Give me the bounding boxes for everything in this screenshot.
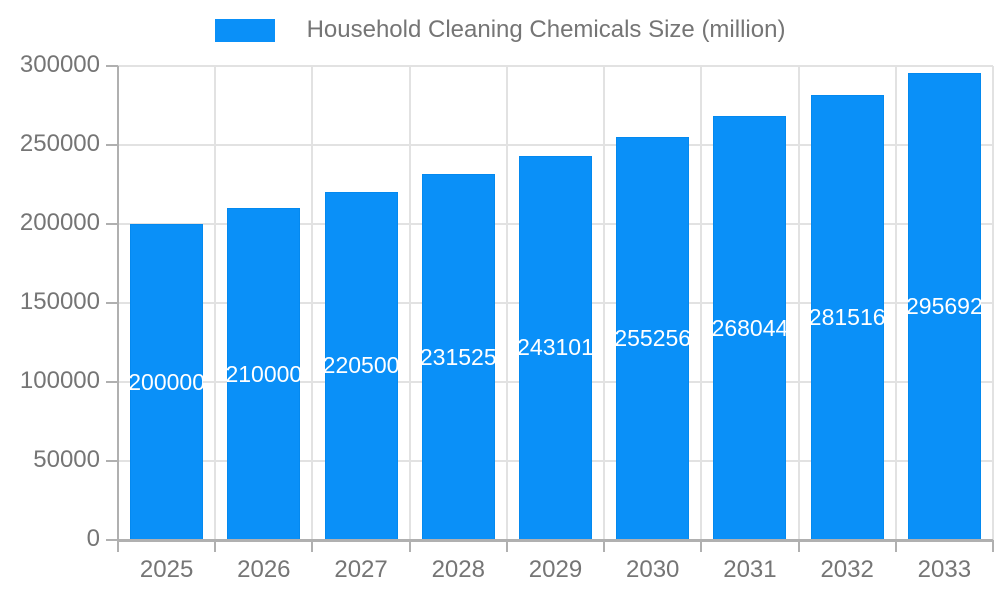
x-tick-label-2032: 2032 <box>820 556 874 583</box>
y-tick-mark <box>106 302 118 304</box>
gridline-vertical <box>603 66 606 540</box>
x-tick-mark <box>505 540 508 552</box>
bar-2031: 268044 <box>713 116 787 540</box>
bar-value-label: 281516 <box>810 304 884 331</box>
bar-value-label: 231525 <box>421 343 495 370</box>
x-tick-label-2030: 2030 <box>626 556 680 583</box>
bar-2032: 281516 <box>810 95 884 540</box>
y-tick-label: 150000 <box>19 288 100 315</box>
x-tick-mark <box>894 540 897 552</box>
x-tick-mark <box>408 540 411 552</box>
bar-2030: 255256 <box>616 136 690 540</box>
x-tick-label-2029: 2029 <box>528 556 583 583</box>
x-tick-label-2027: 2027 <box>334 556 388 583</box>
legend-label: Household Cleaning Chemicals Size (milli… <box>306 16 786 43</box>
gridline-vertical <box>311 66 314 540</box>
gridline-horizontal <box>118 65 993 67</box>
bar-value-label: 243101 <box>519 334 592 361</box>
bar-2027: 220500 <box>324 191 398 540</box>
gridline-vertical <box>505 66 508 540</box>
x-tick-label-2033: 2033 <box>917 556 972 583</box>
y-tick-label: 0 <box>86 525 100 552</box>
bar-value-label: 210000 <box>227 360 301 387</box>
x-tick-label-2031: 2031 <box>723 556 777 583</box>
gridline-vertical <box>894 66 897 540</box>
x-tick-mark <box>700 540 703 552</box>
gridline-vertical <box>408 66 411 540</box>
bar-2025: 200000 <box>130 224 204 540</box>
y-tick-label: 300000 <box>19 51 100 78</box>
bar-value-label: 200000 <box>130 368 204 395</box>
x-tick-mark <box>214 540 217 552</box>
bar-value-label: 220500 <box>324 352 398 379</box>
y-tick-mark <box>106 223 118 225</box>
y-tick-label: 200000 <box>19 209 100 236</box>
y-tick-mark <box>106 381 118 383</box>
gridline-horizontal <box>118 144 993 146</box>
x-tick-mark <box>603 540 606 552</box>
y-tick-mark <box>106 460 118 462</box>
y-tick-label: 250000 <box>19 130 100 157</box>
x-axis-line <box>118 539 993 542</box>
x-tick-label-2028: 2028 <box>431 556 485 583</box>
x-tick-mark <box>117 540 119 552</box>
bar-2033: 295692 <box>907 72 981 540</box>
bar-2028: 231525 <box>421 174 495 540</box>
legend-swatch <box>214 18 275 42</box>
y-tick-label: 50000 <box>33 446 100 473</box>
y-axis-line <box>117 66 119 552</box>
bar-value-label: 268044 <box>713 314 787 341</box>
gridline-vertical <box>797 66 800 540</box>
gridline-vertical <box>992 66 994 540</box>
y-tick-mark <box>106 65 118 67</box>
y-tick-label: 100000 <box>19 367 100 394</box>
y-tick-mark <box>106 144 118 146</box>
legend: Household Cleaning Chemicals Size (milli… <box>0 14 1000 46</box>
bar-2029: 243101 <box>519 155 592 540</box>
x-tick-mark <box>992 540 994 552</box>
x-tick-label-2025: 2025 <box>139 556 194 583</box>
bar-2026: 210000 <box>227 208 301 540</box>
bar-value-label: 255256 <box>616 324 690 351</box>
gridline-vertical <box>214 66 217 540</box>
x-tick-label-2026: 2026 <box>237 556 291 583</box>
bar-value-label: 295692 <box>907 292 981 319</box>
y-tick-mark <box>106 539 118 541</box>
x-tick-mark <box>311 540 314 552</box>
gridline-vertical <box>700 66 703 540</box>
x-tick-mark <box>797 540 800 552</box>
